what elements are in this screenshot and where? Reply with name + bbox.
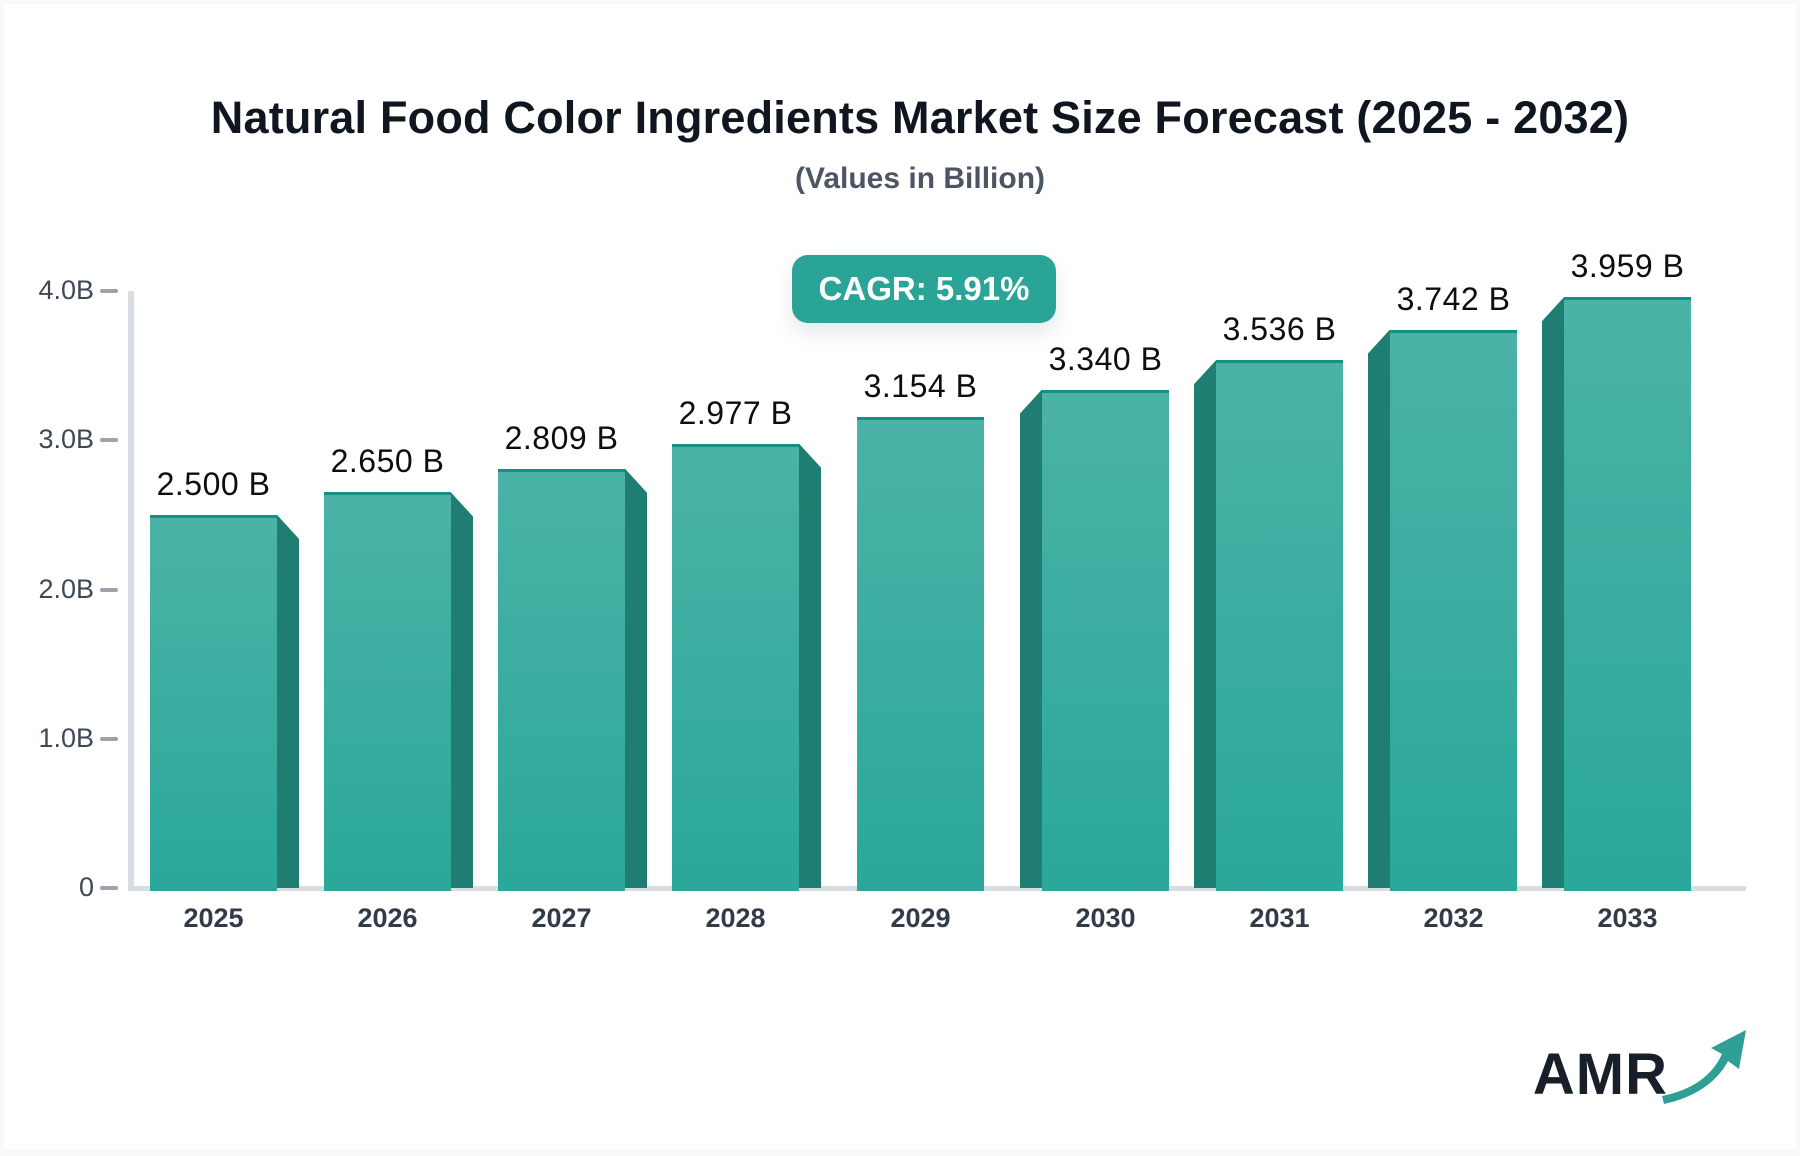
chart-header: Natural Food Color Ingredients Market Si… bbox=[40, 92, 1800, 196]
y-tick-dash bbox=[100, 587, 118, 592]
bar-value-label-2030: 3.340 B bbox=[1048, 340, 1163, 377]
cagr-badge: CAGR: 5.91% bbox=[792, 255, 1056, 323]
y-axis-label: 4.0B bbox=[38, 275, 94, 305]
bar-value-label-2025: 2.500 B bbox=[156, 465, 271, 502]
x-axis-label-2030: 2030 bbox=[1075, 903, 1136, 933]
bar-3d-side-2025 bbox=[277, 514, 299, 888]
bar-3d-side-2033 bbox=[1542, 297, 1564, 888]
bar-3d-side-2027 bbox=[625, 468, 647, 888]
x-axis-label-2032: 2032 bbox=[1423, 903, 1484, 933]
amr-logo-text: AMR bbox=[1532, 1042, 1668, 1107]
bar-value-label-2026: 2.650 B bbox=[330, 443, 445, 480]
bar-2025[interactable] bbox=[150, 514, 277, 891]
chart-subtitle: (Values in Billion) bbox=[794, 162, 1046, 195]
x-axis-label-2026: 2026 bbox=[357, 903, 418, 933]
bar-value-label-2032: 3.742 B bbox=[1396, 280, 1511, 317]
bar-2031[interactable] bbox=[1216, 360, 1343, 891]
y-axis-label: 3.0B bbox=[38, 424, 94, 455]
x-axis-label-2033: 2033 bbox=[1597, 903, 1658, 933]
y-axis-label: 1.0B bbox=[38, 722, 94, 753]
bar-value-label-2028: 2.977 B bbox=[678, 394, 793, 431]
bar-3d-side-2030 bbox=[1020, 389, 1042, 888]
bar-2026[interactable] bbox=[324, 492, 451, 891]
y-axis-line bbox=[128, 291, 134, 891]
x-axis-label-2029: 2029 bbox=[890, 903, 951, 933]
bar-2028[interactable] bbox=[672, 443, 799, 891]
bar-2029[interactable] bbox=[857, 417, 984, 891]
bar-value-label-2031: 3.536 B bbox=[1222, 311, 1337, 348]
bar-2030[interactable] bbox=[1042, 389, 1169, 891]
x-axis-label-2031: 2031 bbox=[1249, 903, 1310, 933]
bar-2032[interactable] bbox=[1390, 329, 1517, 891]
bar-value-label-2027: 2.809 B bbox=[504, 419, 619, 456]
bar-3d-side-2028 bbox=[799, 443, 821, 888]
y-tick-dash bbox=[100, 736, 118, 741]
bar-3d-side-2031 bbox=[1194, 360, 1216, 888]
y-tick-dash bbox=[100, 438, 118, 443]
y-axis-label: 2.0B bbox=[38, 573, 94, 604]
amr-logo: AMR bbox=[1520, 1030, 1760, 1118]
y-tick-dash bbox=[100, 289, 118, 293]
bar-2027[interactable] bbox=[498, 468, 625, 891]
y-tick-dash bbox=[100, 886, 118, 890]
bar-value-label-2033: 3.959 B bbox=[1570, 248, 1685, 285]
x-axis-label-2027: 2027 bbox=[531, 903, 592, 933]
x-axis-label-2025: 2025 bbox=[183, 903, 244, 933]
cagr-badge-label: CAGR: 5.91% bbox=[818, 270, 1030, 307]
bar-3d-side-2026 bbox=[451, 492, 473, 888]
bar-value-label-2029: 3.154 B bbox=[863, 368, 978, 405]
bar-3d-side-2032 bbox=[1368, 329, 1390, 888]
chart-title: Natural Food Color Ingredients Market Si… bbox=[210, 92, 1630, 143]
bar-2033[interactable] bbox=[1564, 297, 1691, 891]
growth-arrow-icon bbox=[1662, 1030, 1746, 1104]
x-axis-label-2028: 2028 bbox=[705, 903, 766, 933]
y-axis-label: 0 bbox=[78, 872, 94, 902]
